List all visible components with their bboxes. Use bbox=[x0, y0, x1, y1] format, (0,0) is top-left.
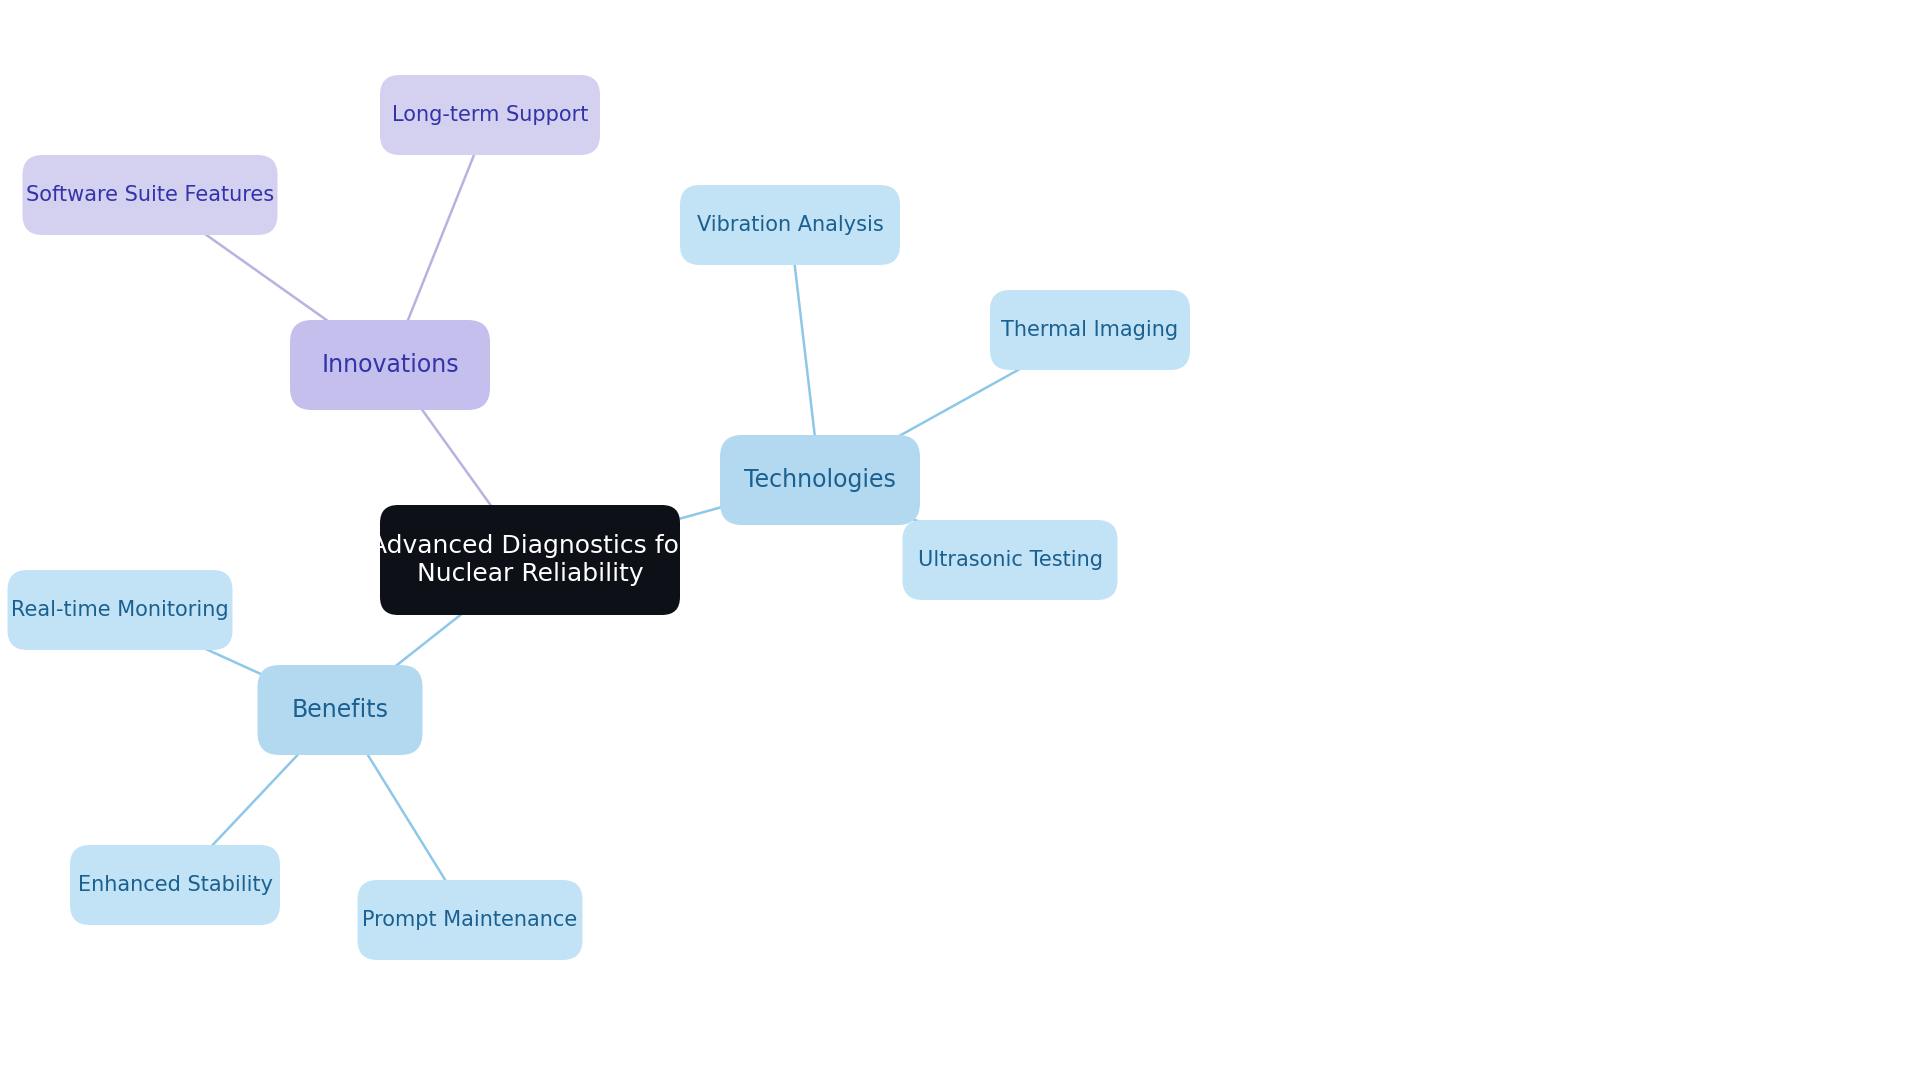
Text: Enhanced Stability: Enhanced Stability bbox=[77, 875, 273, 895]
FancyBboxPatch shape bbox=[23, 155, 278, 235]
Text: Benefits: Benefits bbox=[292, 699, 388, 722]
FancyBboxPatch shape bbox=[380, 75, 599, 155]
Text: Ultrasonic Testing: Ultrasonic Testing bbox=[918, 550, 1102, 570]
Text: Thermal Imaging: Thermal Imaging bbox=[1002, 319, 1179, 340]
FancyBboxPatch shape bbox=[991, 290, 1190, 370]
FancyBboxPatch shape bbox=[902, 520, 1117, 600]
FancyBboxPatch shape bbox=[8, 570, 232, 650]
Text: Innovations: Innovations bbox=[321, 353, 459, 377]
Text: Long-term Support: Long-term Support bbox=[392, 105, 588, 125]
FancyBboxPatch shape bbox=[720, 435, 920, 525]
Text: Vibration Analysis: Vibration Analysis bbox=[697, 216, 883, 235]
FancyBboxPatch shape bbox=[680, 185, 900, 265]
FancyBboxPatch shape bbox=[257, 665, 422, 755]
Text: Advanced Diagnostics for
Nuclear Reliability: Advanced Diagnostics for Nuclear Reliabi… bbox=[371, 534, 689, 586]
Text: Software Suite Features: Software Suite Features bbox=[27, 185, 275, 205]
FancyBboxPatch shape bbox=[290, 319, 490, 410]
FancyBboxPatch shape bbox=[69, 845, 280, 925]
Text: Prompt Maintenance: Prompt Maintenance bbox=[363, 910, 578, 930]
FancyBboxPatch shape bbox=[380, 505, 680, 615]
Text: Real-time Monitoring: Real-time Monitoring bbox=[12, 600, 228, 619]
Text: Technologies: Technologies bbox=[745, 468, 897, 492]
FancyBboxPatch shape bbox=[357, 880, 582, 960]
